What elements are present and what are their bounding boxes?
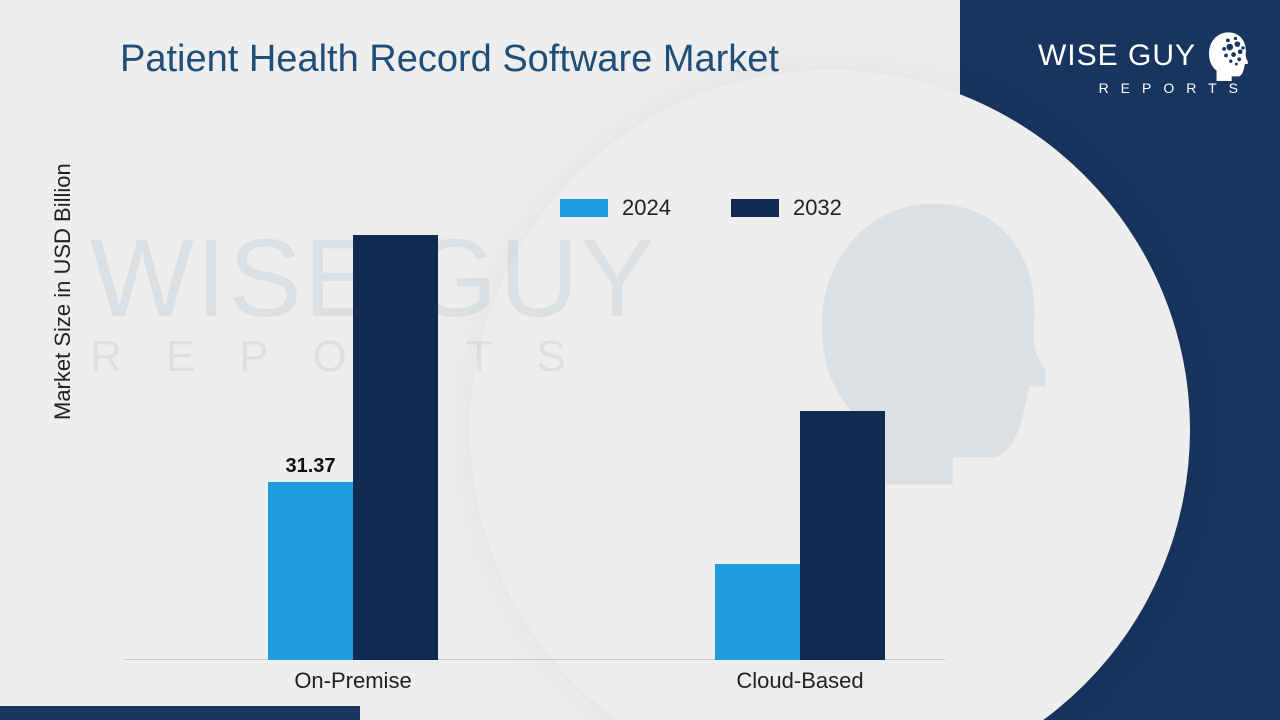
bar-2024: 31.37 <box>268 482 353 660</box>
brand-logo: WISE GUY REPORTS <box>1038 30 1250 96</box>
chart-title: Patient Health Record Software Market <box>120 38 820 82</box>
x-axis-category-label: On-Premise <box>294 668 411 694</box>
bar-2032 <box>353 235 438 660</box>
y-axis-label: Market Size in USD Billion <box>50 163 76 420</box>
brand-line2: REPORTS <box>1038 80 1250 96</box>
bar-2024 <box>715 564 800 660</box>
x-axis-category-label: Cloud-Based <box>736 668 863 694</box>
brand-line1: WISE GUY <box>1038 39 1196 73</box>
legend-label-2024: 2024 <box>622 195 671 221</box>
bar-2032 <box>800 411 885 660</box>
bottom-accent-bar <box>0 706 360 720</box>
legend-swatch-2032 <box>731 199 779 217</box>
chart-canvas: WISE GUY REPORTS WISE GUY <box>0 0 1280 720</box>
legend-item-2024: 2024 <box>560 195 671 221</box>
bar-value-label: 31.37 <box>285 455 335 478</box>
legend-swatch-2024 <box>560 199 608 217</box>
legend: 2024 2032 <box>560 195 842 221</box>
chart-plot-area: 31.37On-PremiseCloud-Based <box>125 235 945 660</box>
legend-item-2032: 2032 <box>731 195 842 221</box>
legend-label-2032: 2032 <box>793 195 842 221</box>
brand-head-icon <box>1202 30 1250 82</box>
